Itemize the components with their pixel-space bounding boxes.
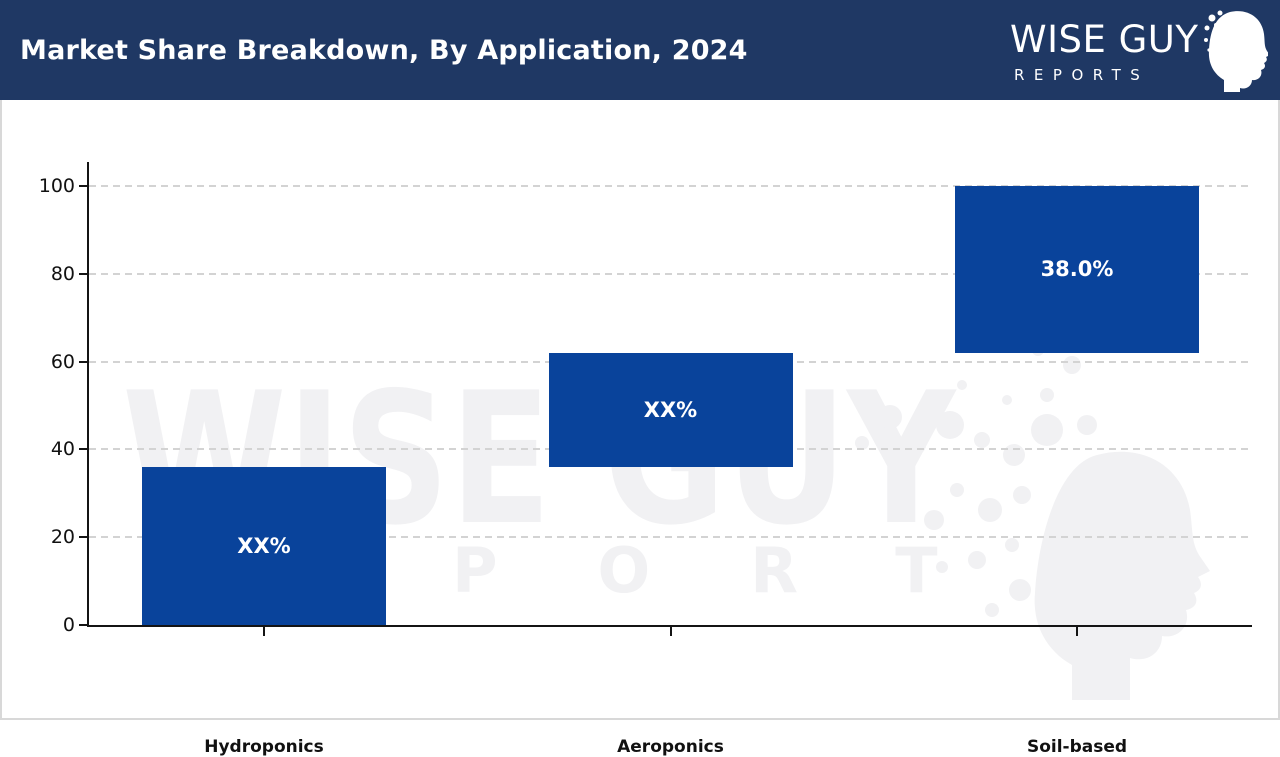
y-axis-tick bbox=[79, 185, 87, 187]
y-axis-tick-label: 80 bbox=[50, 262, 75, 285]
bar-aeroponics: XX% bbox=[548, 352, 793, 467]
x-axis-tick bbox=[1076, 627, 1078, 636]
y-axis-tick bbox=[79, 272, 87, 275]
wise-guy-reports-logo: WISE GUY REPORTS bbox=[1010, 10, 1268, 92]
y-axis-tick-label: 20 bbox=[50, 526, 75, 549]
x-axis-tick bbox=[669, 627, 672, 636]
logo-wordmark: WISE GUY bbox=[1010, 18, 1198, 61]
x-axis-spine bbox=[87, 625, 1252, 627]
chart-title: Market Share Breakdown, By Application, … bbox=[20, 34, 748, 66]
y-axis-spine bbox=[87, 162, 89, 627]
gridline-100 bbox=[89, 185, 1252, 187]
bar-soil-based: 38.0% bbox=[955, 186, 1199, 353]
watermark-face-icon bbox=[855, 330, 1210, 700]
bar-hydroponics: XX% bbox=[142, 466, 386, 625]
bar-value-label: XX% bbox=[643, 397, 698, 422]
header-bar: Market Share Breakdown, By Application, … bbox=[0, 0, 1280, 100]
y-axis-tick bbox=[79, 624, 87, 626]
x-axis-category-label: Aeroponics bbox=[617, 737, 724, 757]
logo-face-icon bbox=[1204, 10, 1268, 92]
y-axis-tick-label: 60 bbox=[50, 350, 75, 373]
bar-value-label: 38.0% bbox=[1040, 257, 1114, 282]
y-axis-tick bbox=[79, 360, 87, 363]
x-axis-category-label: Soil-based bbox=[1026, 737, 1128, 757]
y-axis-tick bbox=[79, 536, 87, 539]
y-axis-tick-label: 40 bbox=[50, 438, 75, 461]
gridline-80 bbox=[89, 272, 1252, 275]
logo-subtitle: REPORTS bbox=[1014, 66, 1149, 84]
gridline-20 bbox=[89, 536, 1252, 539]
y-axis-tick-label: 100 bbox=[38, 175, 75, 197]
bar-value-label: XX% bbox=[237, 533, 291, 558]
y-axis-tick bbox=[79, 448, 87, 451]
chart-area: WISE GUY REPORTS 0 20 40 60 80 100 XX% Hydropon… bbox=[0, 100, 1280, 757]
x-axis-tick bbox=[263, 627, 265, 636]
x-axis-category-label: Hydroponics bbox=[204, 737, 324, 757]
y-axis-tick-label: 0 bbox=[62, 614, 75, 636]
